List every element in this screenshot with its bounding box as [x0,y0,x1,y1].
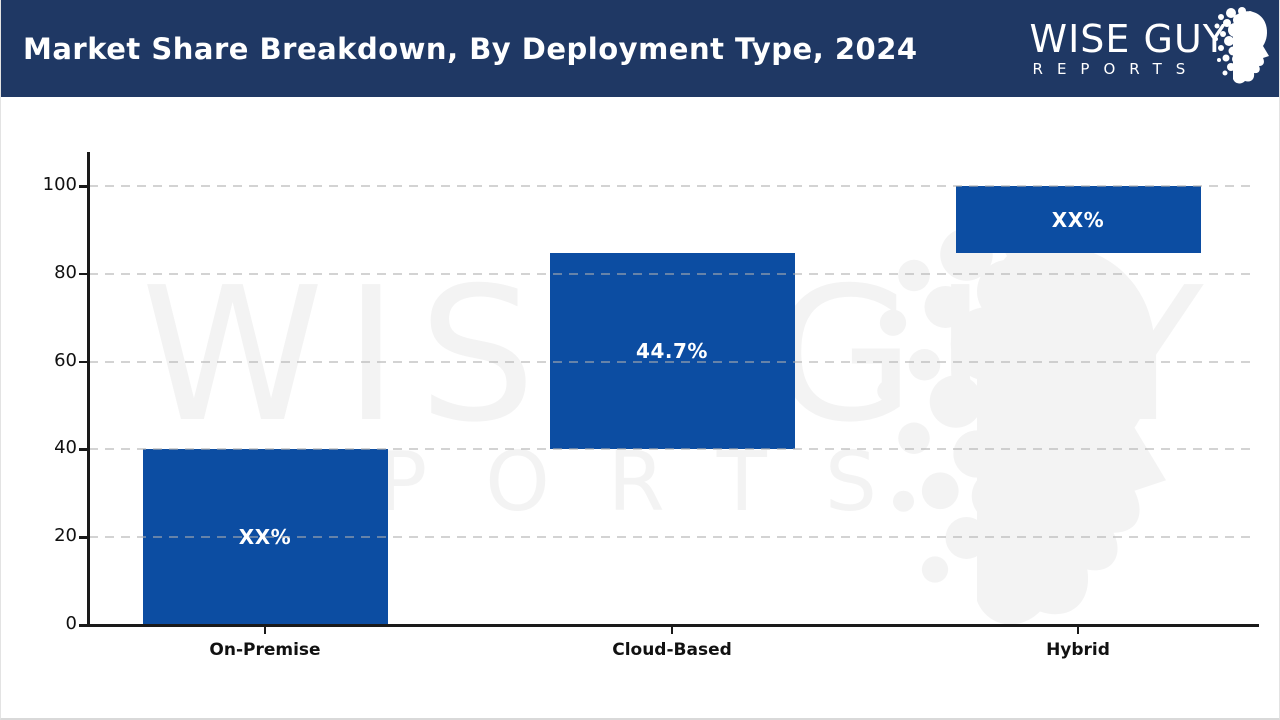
y-tick-label: 40 [54,437,77,459]
watermark-head-icon [877,223,1166,625]
x-tick [1076,627,1080,634]
logo-wordmark: WISE GUY [1029,16,1227,61]
x-tick [263,627,267,634]
y-axis-line [87,152,90,627]
chart-title: Market Share Breakdown, By Deployment Ty… [23,31,918,66]
bar: XX% [955,186,1201,254]
y-tick [79,272,87,276]
x-tick [670,627,674,634]
y-tick [79,185,87,188]
y-tick-label: 60 [54,349,77,371]
y-tick-label: 20 [54,525,77,547]
y-tick-label: 100 [42,174,77,195]
y-tick [79,624,87,627]
chart-area: WISE GUY REPORTS 020406080100XX%On-Premi… [1,97,1279,718]
bar-value-label: XX% [1051,207,1105,232]
y-tick-label: 80 [54,261,77,283]
gridline [89,272,1257,275]
wiseguy-logo-head-icon [1214,7,1269,84]
x-axis-line [87,624,1259,627]
gridline [89,185,1257,187]
bar-value-label: 44.7% [636,339,708,364]
wiseguy-logo: WISE GUY REPORTS [1030,6,1271,92]
y-tick [79,448,87,451]
bar: 44.7% [549,253,795,450]
gridline [89,360,1257,363]
gridline [89,536,1257,539]
logo-subtitle: REPORTS [1032,60,1200,79]
y-tick-label: 0 [65,613,77,634]
x-axis-category-label: On-Premise [209,640,321,660]
logo-text: WISE GUY REPORTS [1029,16,1227,79]
x-axis-category-label: Hybrid [1046,640,1110,660]
gridline [89,448,1257,451]
y-tick [79,536,87,539]
x-axis-category-label: Cloud-Based [612,640,732,660]
y-tick [79,360,87,364]
header-band: Market Share Breakdown, By Deployment Ty… [1,0,1279,97]
